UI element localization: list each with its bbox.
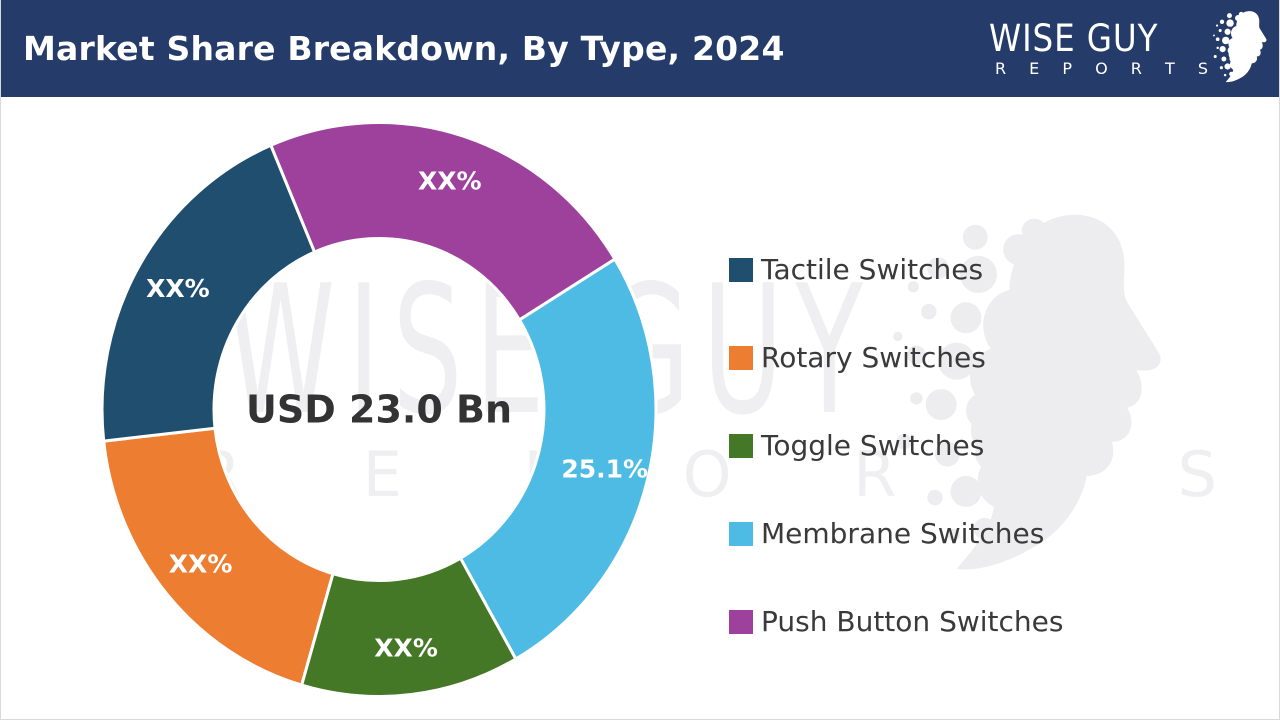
- donut-chart: XX% 25.1% XX% XX% XX% USD 23.0 Bn: [100, 121, 658, 699]
- donut-slice-membrane-switches: [459, 257, 658, 661]
- slice-label-rotary-switches: XX%: [169, 549, 233, 578]
- legend-swatch-push-button-switches: [729, 610, 753, 634]
- legend-label-tactile-switches: Tactile Switches: [761, 253, 984, 286]
- header-bar: Market Share Breakdown, By Type, 2024 WI…: [1, 0, 1279, 97]
- donut-slice-tactile-switches: [100, 143, 316, 443]
- legend-swatch-membrane-switches: [729, 522, 753, 546]
- legend-swatch-rotary-switches: [729, 346, 753, 370]
- slice-label-tactile-switches: XX%: [146, 274, 210, 303]
- legend-label-membrane-switches: Membrane Switches: [761, 517, 1045, 550]
- legend-item-membrane-switches: Membrane Switches: [729, 517, 1063, 551]
- legend-item-rotary-switches: Rotary Switches: [729, 341, 1063, 375]
- slice-label-push-button-switches: XX%: [418, 166, 482, 195]
- chart-center-value: USD 23.0 Bn: [246, 388, 512, 432]
- wise-guy-logo-line1: WISE GUY: [988, 17, 1159, 60]
- legend-label-push-button-switches: Push Button Switches: [761, 605, 1064, 638]
- legend-label-rotary-switches: Rotary Switches: [761, 341, 986, 374]
- slice-label-toggle-switches: XX%: [374, 633, 438, 662]
- slice-label-membrane-switches: 25.1%: [561, 455, 648, 484]
- wise-guy-logo-line2: R E P O R T S: [994, 59, 1217, 78]
- chart-legend: Tactile Switches Rotary Switches Toggle Sw…: [729, 253, 1063, 693]
- legend-swatch-toggle-switches: [729, 434, 753, 458]
- legend-item-push-button-switches: Push Button Switches: [729, 605, 1063, 639]
- wise-guy-logo-text: WISE GUY R E P O R T S: [989, 20, 1217, 77]
- legend-item-tactile-switches: Tactile Switches: [729, 253, 1063, 287]
- wise-guy-head-icon: [1209, 8, 1271, 89]
- legend-item-toggle-switches: Toggle Switches: [729, 429, 1063, 463]
- donut-slice-rotary-switches: [102, 426, 335, 687]
- page-title: Market Share Breakdown, By Type, 2024: [23, 29, 785, 68]
- legend-label-toggle-switches: Toggle Switches: [761, 429, 985, 462]
- wise-guy-logo: WISE GUY R E P O R T S: [989, 8, 1271, 89]
- donut-slice-push-button-switches: [269, 121, 617, 322]
- legend-swatch-tactile-switches: [729, 258, 753, 282]
